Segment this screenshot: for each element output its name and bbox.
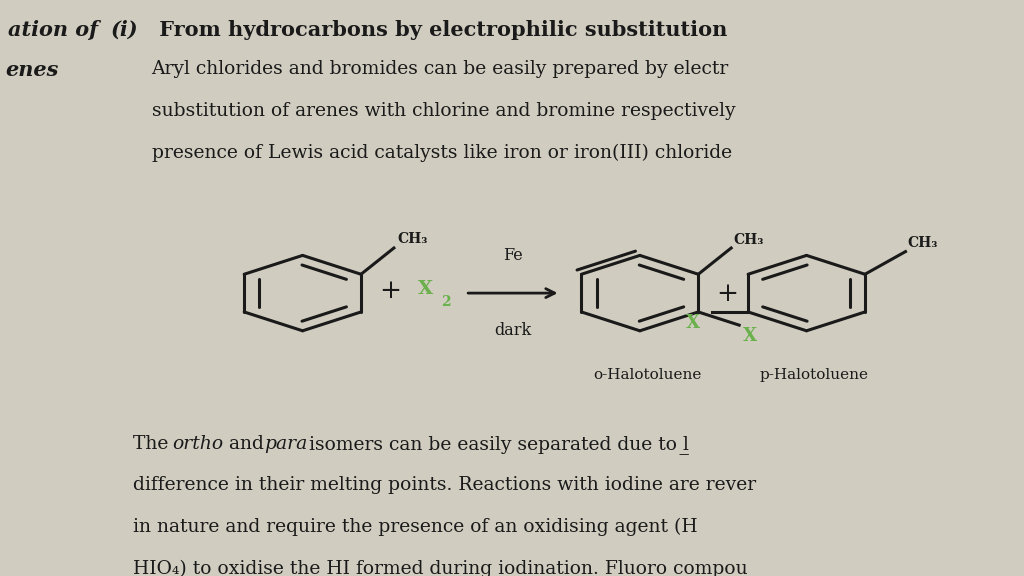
Text: CH₃: CH₃ — [733, 233, 764, 247]
Text: Fe: Fe — [503, 247, 523, 264]
Text: X: X — [686, 314, 700, 332]
Text: +: + — [379, 278, 400, 304]
Text: Aryl chlorides and bromides can be easily prepared by electr: Aryl chlorides and bromides can be easil… — [152, 60, 729, 78]
Text: enes: enes — [5, 60, 58, 81]
Text: ation of: ation of — [8, 20, 105, 40]
Text: para: para — [264, 435, 307, 453]
Text: p-Halotoluene: p-Halotoluene — [760, 369, 869, 382]
Text: From hydrocarbons by electrophilic substitution: From hydrocarbons by electrophilic subst… — [152, 20, 727, 40]
Text: in nature and require the presence of an oxidising agent (H: in nature and require the presence of an… — [133, 518, 697, 536]
Text: substitution of arenes with chlorine and bromine respectively: substitution of arenes with chlorine and… — [152, 102, 735, 120]
Text: difference in their melting points. Reactions with iodine are rever: difference in their melting points. Reac… — [133, 476, 757, 494]
Text: o-Halotoluene: o-Halotoluene — [594, 369, 702, 382]
Text: CH₃: CH₃ — [908, 236, 938, 250]
Text: 2: 2 — [441, 295, 452, 309]
Text: dark: dark — [495, 322, 531, 339]
Text: X: X — [418, 280, 433, 298]
Text: The: The — [133, 435, 174, 453]
Text: HIO₄) to oxidise the HI formed during iodination. Fluoro compou: HIO₄) to oxidise the HI formed during io… — [133, 559, 748, 576]
Text: CH₃: CH₃ — [398, 232, 428, 246]
Text: +: + — [716, 281, 738, 306]
Text: ortho: ortho — [172, 435, 223, 453]
Text: and: and — [223, 435, 270, 453]
Text: presence of Lewis acid catalysts like iron or iron(III) chloride: presence of Lewis acid catalysts like ir… — [152, 143, 732, 162]
Text: (i): (i) — [111, 20, 138, 40]
Text: isomers can be easily separated due to l̲: isomers can be easily separated due to l… — [303, 435, 689, 454]
Text: X: X — [743, 327, 758, 346]
